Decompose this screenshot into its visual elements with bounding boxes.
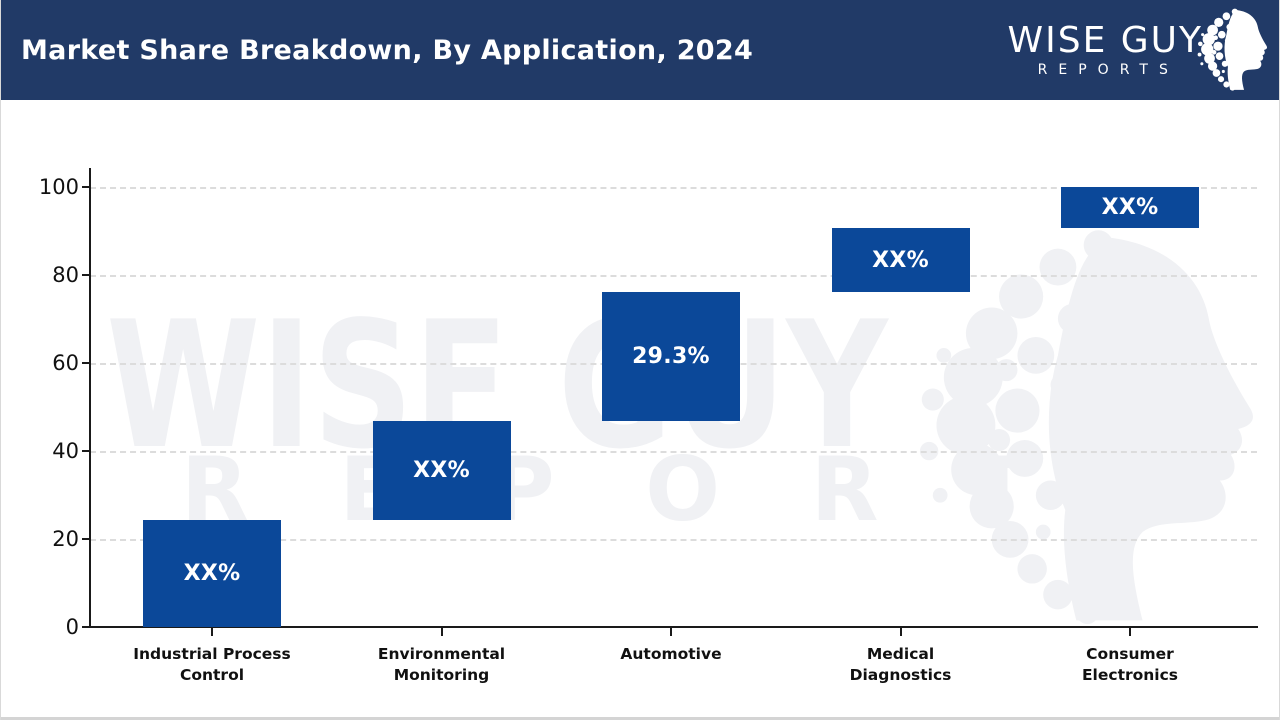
y-tick-mark (82, 186, 90, 188)
page-title: Market Share Breakdown, By Application, … (21, 34, 754, 66)
y-tick-label: 20 (52, 527, 79, 551)
x-tick-mark (899, 628, 902, 636)
x-tick-mark (670, 628, 672, 636)
category-label: Environmental Monitoring (377, 645, 506, 684)
y-tick-mark (82, 362, 90, 364)
gridline-y-20 (90, 539, 1257, 541)
bar-value-label: 29.3% (632, 344, 710, 370)
x-tick-mark (440, 628, 443, 636)
bar-value-label: XX% (183, 560, 241, 586)
y-tick-mark (82, 538, 90, 540)
wise-guy-reports-logo: WISE GUY REPORTS (1008, 4, 1276, 96)
y-tick-label: 0 (65, 615, 79, 639)
logo-wordmark-block: WISE GUY REPORTS (1008, 22, 1204, 78)
bar-segment: XX% (143, 519, 281, 627)
x-tick-mark (1129, 628, 1131, 636)
y-tick-label: 80 (52, 263, 79, 287)
y-tick-label: 40 (52, 439, 79, 463)
y-tick-mark (82, 274, 90, 276)
y-axis-line (89, 168, 91, 628)
bar-segment: XX% (372, 421, 511, 520)
logo-head-silhouette-icon (1191, 4, 1271, 96)
x-axis-line (89, 626, 1258, 628)
y-tick-label: 60 (52, 351, 79, 375)
x-tick-mark (211, 628, 213, 636)
bar-segment: 29.3% (602, 292, 740, 422)
logo-wordmark: WISE GUY (1007, 20, 1203, 62)
y-tick-mark (82, 450, 90, 452)
gridline-y-100 (90, 187, 1257, 189)
bar-segment: XX% (831, 228, 970, 293)
chart-canvas: WISE GUY R E P O R T S 0 20 40 60 80 100 XX% In… (1, 100, 1279, 720)
bar-value-label: XX% (1101, 195, 1159, 221)
category-label: Medical Diagnostics (849, 645, 952, 684)
header-bar: Market Share Breakdown, By Application, … (1, 0, 1279, 100)
category-label: Automotive (620, 645, 722, 663)
category-label: Consumer Electronics (1081, 645, 1179, 684)
plot-area: 0 20 40 60 80 100 XX% Industrial Process Contro… (1, 100, 1279, 717)
y-tick-mark (82, 626, 90, 628)
gridline-y-80 (90, 275, 1257, 277)
gridline-y-40 (90, 451, 1257, 453)
y-tick-label: 100 (38, 175, 79, 199)
logo-subtitle: REPORTS (1037, 61, 1179, 78)
bar-segment: XX% (1061, 187, 1199, 229)
category-label: Industrial Process Control (133, 645, 291, 684)
bar-value-label: XX% (872, 247, 929, 273)
bar-value-label: XX% (413, 457, 470, 483)
